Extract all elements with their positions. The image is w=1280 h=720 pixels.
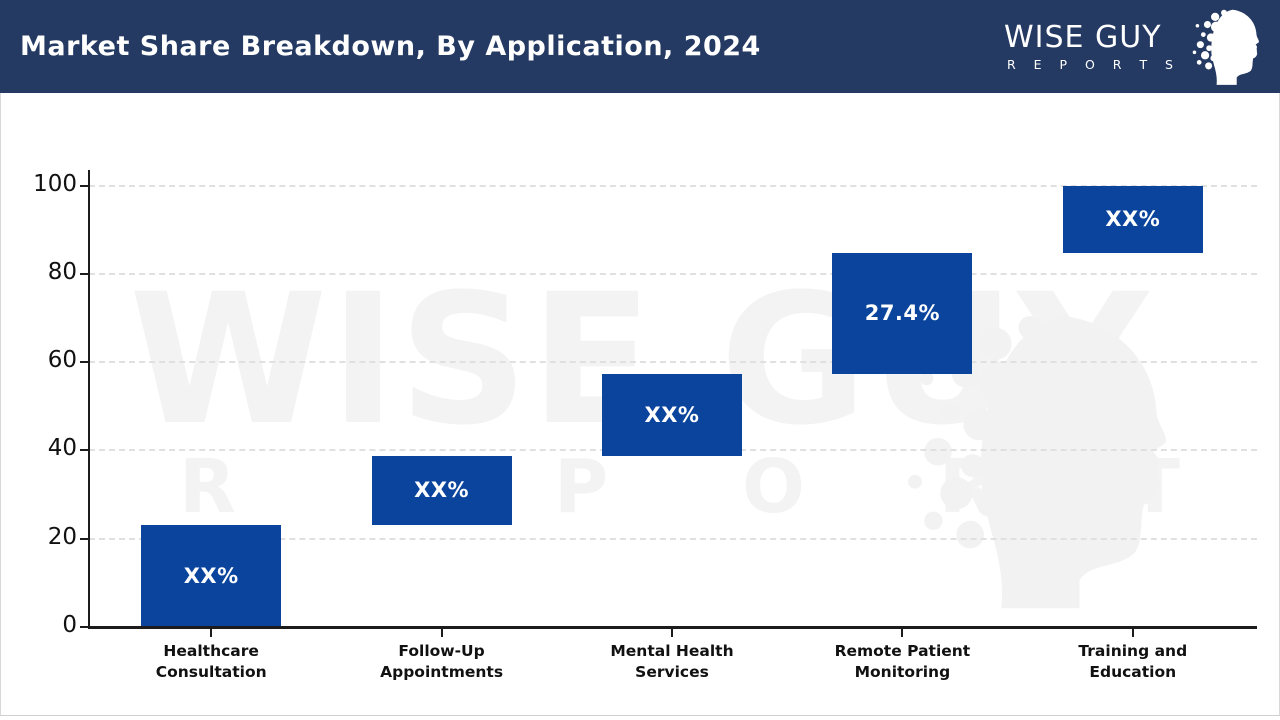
y-tick-mark <box>80 537 88 540</box>
x-category-label: Follow-Up Appointments <box>332 641 552 683</box>
x-category-label: Mental Health Services <box>562 641 782 683</box>
x-category-label-line: Follow-Up <box>398 642 485 660</box>
bar-value-label: 27.4% <box>864 301 941 326</box>
x-category-label: Training and Education <box>1023 641 1243 683</box>
x-axis-line <box>88 626 1257 629</box>
page-title: Market Share Breakdown, By Application, … <box>20 31 761 62</box>
y-tick-mark <box>80 361 88 364</box>
wise-guy-logo: WISE GUY R E P O R T S <box>1004 8 1266 86</box>
gridline-y-60 <box>89 361 1257 364</box>
y-tick-mark <box>80 184 88 187</box>
y-tick-label: 80 <box>47 258 77 285</box>
logo-name: WISE GUY <box>1003 20 1162 55</box>
y-tick-mark <box>80 449 88 452</box>
plot-area: 0 20 40 60 80 100 XX% Healthcare Consultation XX%… <box>1 93 1279 715</box>
x-category-label-line: Healthcare <box>163 642 259 660</box>
x-tick-mark <box>210 629 213 637</box>
x-tick-mark <box>1131 629 1134 637</box>
bar-follow-up-appointments: XX% <box>371 455 512 525</box>
x-category-label: Remote Patient Monitoring <box>792 641 1012 683</box>
bar-value-label: XX% <box>644 402 700 427</box>
logo-head-icon <box>1192 9 1259 85</box>
y-tick-label: 100 <box>33 170 77 197</box>
x-category-label: Healthcare Consultation <box>101 641 321 683</box>
bar-value-label: XX% <box>1105 207 1161 232</box>
x-category-label-line: Appointments <box>380 663 504 681</box>
y-tick-label: 0 <box>62 612 77 638</box>
x-category-label-line: Education <box>1089 663 1177 681</box>
x-category-label-line: Mental Health <box>610 642 734 660</box>
gridline-y-100 <box>89 184 1257 187</box>
gridline-y-80 <box>89 272 1257 275</box>
chart-header: Market Share Breakdown, By Application, … <box>0 0 1280 93</box>
x-category-label-line: Consultation <box>155 663 267 681</box>
y-tick-mark <box>80 626 88 628</box>
x-tick-mark <box>901 629 904 637</box>
logo-sub: R E P O R T S <box>1006 57 1180 72</box>
x-category-label-line: Remote Patient <box>834 642 971 660</box>
bar-training-and-education: XX% <box>1062 185 1203 253</box>
x-category-label-line: Services <box>635 663 709 681</box>
x-category-label-line: Training and <box>1078 642 1188 660</box>
y-tick-label: 60 <box>47 347 77 374</box>
gridline-y-20 <box>89 537 1257 540</box>
y-tick-mark <box>80 272 88 275</box>
bar-value-label: XX% <box>183 563 239 588</box>
y-tick-label: 20 <box>47 523 77 550</box>
bar-remote-patient-monitoring: 27.4% <box>832 252 973 374</box>
x-category-label-line: Monitoring <box>854 663 951 681</box>
bar-healthcare-consultation: XX% <box>141 524 282 627</box>
y-tick-label: 40 <box>47 435 77 462</box>
chart-area: WISE GUY R E P O R T S 020406080100XX%He… <box>0 93 1280 716</box>
logo-text: WISE GUY R E P O R T S <box>1003 20 1180 73</box>
y-axis-line <box>88 170 90 629</box>
bar-value-label: XX% <box>414 478 470 503</box>
x-tick-mark <box>671 629 673 637</box>
x-tick-mark <box>440 629 443 637</box>
bar-mental-health-services: XX% <box>602 373 742 456</box>
